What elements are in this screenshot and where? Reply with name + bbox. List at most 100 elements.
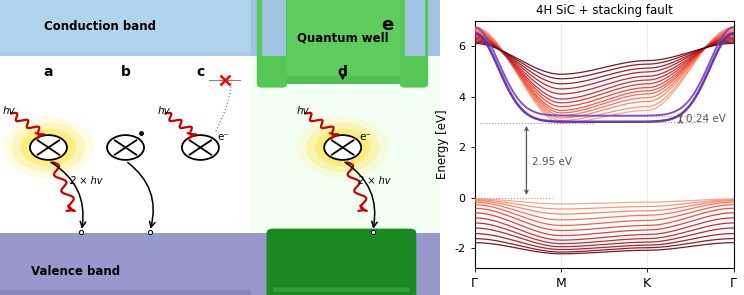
Bar: [0, 293, 251, 295]
Bar: [0, 53, 251, 55]
Bar: [0, 52, 251, 54]
Bar: [0, 53, 251, 55]
Bar: [0, 54, 251, 56]
Bar: [0, 53, 251, 55]
Y-axis label: Energy [eV]: Energy [eV]: [436, 110, 449, 179]
Bar: [0, 55, 251, 56]
Bar: [0, 290, 251, 293]
Bar: [273, 288, 410, 290]
Bar: [273, 288, 410, 290]
Bar: [280, 78, 405, 83]
Bar: [273, 287, 410, 290]
Bar: [0, 53, 251, 55]
Bar: [405, 0, 425, 56]
Text: 2 × hv: 2 × hv: [71, 176, 103, 186]
Bar: [251, 56, 440, 233]
Bar: [0, 53, 251, 55]
Bar: [0, 291, 251, 294]
Bar: [0, 54, 251, 56]
Text: 2 × hv: 2 × hv: [358, 176, 391, 186]
Bar: [0, 291, 251, 293]
Circle shape: [30, 135, 67, 160]
Bar: [0, 54, 251, 55]
Bar: [280, 79, 405, 84]
Bar: [0, 53, 251, 55]
Bar: [0, 233, 251, 295]
Bar: [280, 78, 405, 82]
Text: hv: hv: [296, 106, 310, 116]
Bar: [0, 54, 251, 55]
Bar: [0, 291, 251, 293]
Bar: [273, 289, 410, 292]
Bar: [280, 0, 405, 84]
Bar: [0, 56, 251, 233]
Text: Conduction band: Conduction band: [44, 20, 156, 33]
Circle shape: [21, 129, 76, 166]
Circle shape: [11, 123, 86, 172]
Bar: [0, 292, 251, 295]
Circle shape: [107, 135, 144, 160]
Bar: [0, 291, 251, 294]
Bar: [0, 292, 251, 294]
Bar: [0, 53, 251, 55]
Bar: [0, 290, 251, 293]
Bar: [0, 55, 251, 56]
Bar: [0, 290, 251, 293]
Bar: [0, 53, 251, 55]
Bar: [0, 292, 251, 295]
Bar: [0, 54, 251, 56]
Bar: [273, 288, 410, 290]
Text: Valence band: Valence band: [31, 265, 120, 278]
Bar: [273, 289, 410, 291]
Bar: [0, 53, 251, 55]
Text: 2.95 eV: 2.95 eV: [532, 157, 571, 167]
Text: a: a: [44, 65, 54, 79]
Text: e: e: [382, 16, 394, 34]
Bar: [0, 54, 251, 56]
Bar: [0, 53, 251, 55]
Bar: [280, 78, 405, 82]
Bar: [280, 80, 405, 84]
Text: hv: hv: [157, 106, 170, 116]
Bar: [280, 77, 405, 81]
Bar: [280, 77, 405, 81]
Bar: [273, 288, 410, 291]
Bar: [0, 53, 251, 55]
Bar: [262, 0, 286, 56]
Title: 4H SiC + stacking fault: 4H SiC + stacking fault: [536, 4, 673, 17]
Text: Quantum well: Quantum well: [297, 31, 388, 44]
Bar: [251, 233, 440, 295]
Circle shape: [182, 135, 219, 160]
Bar: [0, 53, 251, 55]
Bar: [0, 54, 251, 55]
Bar: [0, 53, 251, 55]
Bar: [273, 290, 410, 292]
Bar: [273, 289, 410, 292]
Bar: [280, 79, 405, 83]
Bar: [280, 78, 405, 83]
Bar: [0, 291, 251, 293]
Text: d: d: [338, 65, 347, 79]
Bar: [0, 54, 251, 56]
Bar: [280, 76, 405, 80]
Bar: [0, 54, 251, 56]
Text: c: c: [196, 65, 205, 79]
Bar: [280, 76, 405, 80]
Text: e⁻: e⁻: [217, 132, 229, 142]
Bar: [273, 289, 410, 291]
Bar: [0, 54, 251, 56]
Bar: [0, 291, 251, 294]
Bar: [0, 54, 251, 55]
Bar: [280, 80, 405, 84]
Bar: [0, 53, 251, 55]
Circle shape: [296, 117, 389, 178]
Bar: [273, 289, 410, 291]
Bar: [0, 54, 251, 55]
Bar: [273, 289, 410, 291]
Bar: [0, 53, 251, 55]
FancyBboxPatch shape: [266, 229, 416, 295]
Bar: [273, 289, 410, 291]
Bar: [273, 290, 410, 292]
Bar: [273, 288, 410, 290]
Bar: [0, 292, 251, 294]
